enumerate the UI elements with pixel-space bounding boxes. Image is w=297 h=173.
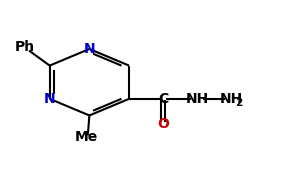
Text: 2: 2 — [236, 98, 243, 108]
Text: NH: NH — [219, 92, 243, 106]
Text: NH: NH — [185, 92, 209, 106]
Text: Me: Me — [75, 130, 98, 144]
Text: O: O — [157, 116, 169, 130]
Text: Ph: Ph — [15, 40, 35, 54]
Text: C: C — [158, 92, 168, 106]
Text: N: N — [83, 42, 95, 56]
Text: N: N — [44, 92, 56, 106]
